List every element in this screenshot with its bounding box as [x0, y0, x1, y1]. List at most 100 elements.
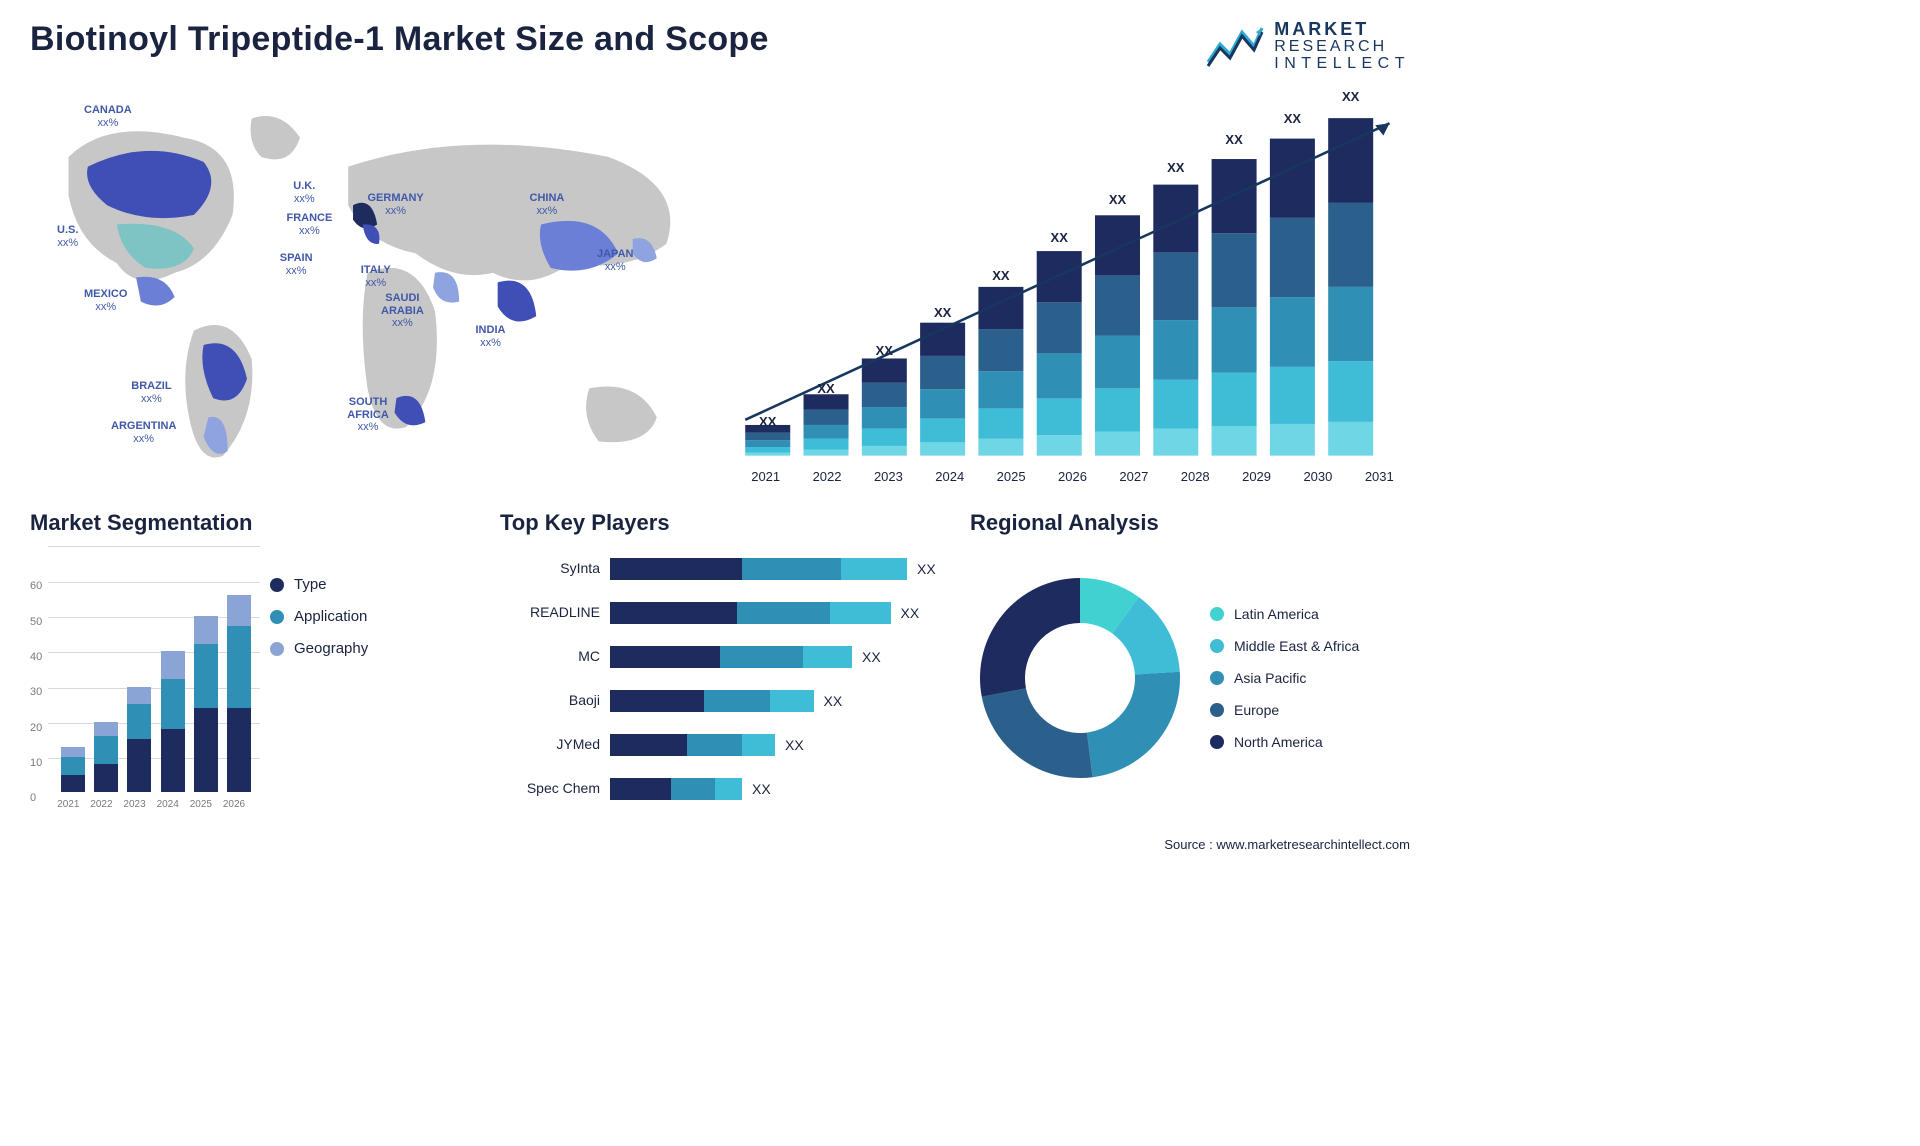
kp-bar-segment: [610, 690, 704, 712]
map-label: CHINAxx%: [530, 192, 565, 216]
map-label: MEXICOxx%: [84, 288, 127, 312]
growth-xaxis: 2021202220232024202520262027202820292030…: [735, 469, 1410, 484]
kp-bar-row: XX: [610, 558, 940, 580]
kp-bar-segment: [610, 558, 742, 580]
growth-bar-label: XX: [1342, 89, 1359, 104]
seg-bar-segment: [227, 708, 251, 793]
seg-bar-segment: [227, 595, 251, 627]
seg-bar-segment: [194, 708, 218, 793]
donut-slice: [980, 578, 1080, 697]
kp-value: XX: [785, 737, 804, 753]
seg-legend-item: Type: [270, 576, 470, 593]
legend-swatch: [1210, 703, 1224, 717]
map-label: U.S.xx%: [57, 224, 78, 248]
regional-legend: Latin America Middle East & Africa Asia Pa…: [1190, 606, 1410, 750]
donut-slice: [982, 689, 1093, 779]
seg-year: 2023: [123, 799, 145, 810]
kp-value: XX: [901, 605, 920, 621]
legend-swatch: [270, 578, 284, 592]
growth-bar-label: XX: [1051, 230, 1068, 245]
growth-year: 2028: [1181, 469, 1210, 484]
kp-bar-segment: [803, 646, 853, 668]
growth-year: 2031: [1365, 469, 1394, 484]
kp-label: Spec Chem: [500, 766, 600, 810]
seg-bar-segment: [227, 626, 251, 707]
kp-value: XX: [862, 649, 881, 665]
growth-bar-label: XX: [934, 305, 951, 320]
legend-label: Latin America: [1234, 606, 1319, 622]
kp-bar-segment: [704, 690, 770, 712]
growth-bar-label: XX: [817, 381, 834, 396]
kp-value: XX: [917, 561, 936, 577]
seg-bar-segment: [127, 739, 151, 792]
kp-bar-segment: [742, 558, 841, 580]
kp-value: XX: [824, 693, 843, 709]
kp-bar-segment: [687, 734, 742, 756]
kp-value: XX: [752, 781, 771, 797]
donut-slice: [1087, 672, 1180, 777]
map-label: INDIAxx%: [476, 324, 506, 348]
kp-bar-segment: [610, 602, 737, 624]
legend-label: Europe: [1234, 702, 1279, 718]
map-label: CANADAxx%: [84, 104, 132, 128]
segmentation-title: Market Segmentation: [30, 510, 470, 536]
legend-swatch: [270, 610, 284, 624]
map-label: SOUTHAFRICAxx%: [347, 396, 389, 432]
growth-year: 2026: [1058, 469, 1087, 484]
kp-bar-segment: [830, 602, 891, 624]
kp-bar-row: XX: [610, 778, 940, 800]
kp-bar-row: XX: [610, 690, 940, 712]
kp-label: READLINE: [500, 590, 600, 634]
seg-bar-segment: [94, 722, 118, 736]
logo-icon: [1206, 22, 1264, 70]
kp-bar-segment: [671, 778, 715, 800]
header: Biotinoyl Tripeptide-1 Market Size and S…: [30, 20, 1410, 72]
legend-swatch: [1210, 607, 1224, 621]
map-label: GERMANYxx%: [368, 192, 424, 216]
growth-year: 2023: [874, 469, 903, 484]
ra-legend-item: Asia Pacific: [1210, 670, 1410, 686]
seg-bar-segment: [94, 736, 118, 764]
seg-year: 2022: [90, 799, 112, 810]
ra-legend-item: Europe: [1210, 702, 1410, 718]
seg-bar-segment: [61, 775, 85, 793]
world-map-panel: CANADAxx%U.S.xx%MEXICOxx%BRAZILxx%ARGENT…: [30, 92, 705, 492]
logo-line1: MARKET: [1274, 20, 1410, 39]
kp-bar-segment: [715, 778, 743, 800]
seg-legend-item: Application: [270, 608, 470, 625]
seg-bar-segment: [161, 679, 185, 728]
segmentation-chart: 0102030405060202120222023202420252026: [30, 546, 260, 810]
kp-bar-segment: [841, 558, 907, 580]
kp-bar-segment: [610, 778, 671, 800]
brand-logo: MARKET RESEARCH INTELLECT: [1206, 20, 1410, 72]
kp-label: Baoji: [500, 678, 600, 722]
seg-bar-segment: [61, 747, 85, 758]
seg-year: 2024: [157, 799, 179, 810]
seg-bar-segment: [94, 764, 118, 792]
growth-year: 2030: [1303, 469, 1332, 484]
map-label: SAUDIARABIAxx%: [381, 292, 424, 328]
legend-label: Asia Pacific: [1234, 670, 1306, 686]
kp-label: SyInta: [500, 546, 600, 590]
source-label: Source : www.marketresearchintellect.com: [1164, 837, 1410, 852]
map-label: JAPANxx%: [597, 248, 633, 272]
seg-bar-segment: [194, 644, 218, 708]
segmentation-legend: TypeApplicationGeography: [270, 546, 470, 810]
ra-legend-item: Middle East & Africa: [1210, 638, 1410, 654]
growth-bar-label: XX: [1109, 192, 1126, 207]
growth-bar-label: XX: [1167, 160, 1184, 175]
legend-label: North America: [1234, 734, 1323, 750]
seg-bar-segment: [194, 616, 218, 644]
kp-bar-segment: [737, 602, 831, 624]
map-label: SPAINxx%: [280, 252, 313, 276]
kp-label: JYMed: [500, 722, 600, 766]
kp-bar-segment: [770, 690, 814, 712]
page-title: Biotinoyl Tripeptide-1 Market Size and S…: [30, 20, 769, 59]
seg-bar-segment: [127, 687, 151, 705]
legend-swatch: [1210, 671, 1224, 685]
legend-swatch: [1210, 735, 1224, 749]
map-label: ITALYxx%: [361, 264, 391, 288]
growth-bars: [735, 92, 1410, 492]
key-players-title: Top Key Players: [500, 510, 940, 536]
logo-line2: RESEARCH: [1274, 39, 1410, 56]
